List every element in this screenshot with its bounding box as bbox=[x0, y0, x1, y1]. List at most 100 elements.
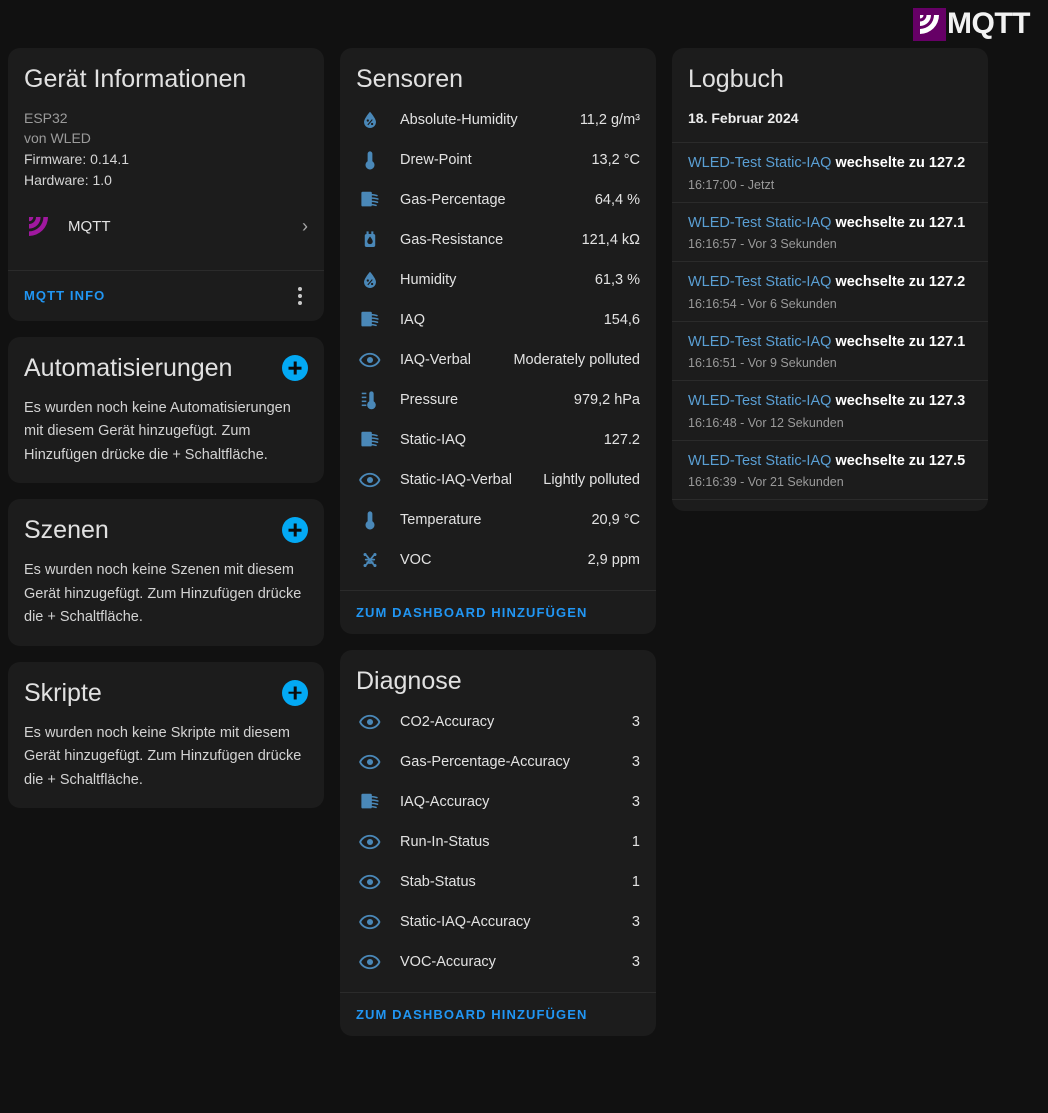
scripts-title: Skripte bbox=[24, 678, 102, 707]
diagnostics-list: CO2-Accuracy 3 Gas-Percentage-Accuracy 3 IAQ… bbox=[340, 698, 656, 992]
logbook-state-change: wechselte zu 127.2 bbox=[835, 155, 966, 171]
entity-value: 3 bbox=[631, 754, 640, 770]
logbook-entry[interactable]: WLED-Test Static-IAQ wechselte zu 127.41… bbox=[672, 499, 988, 511]
logbook-state-change: wechselte zu 127.2 bbox=[835, 274, 966, 291]
logbook-state-change: wechselte zu 127.3 bbox=[835, 393, 966, 410]
logbook-entry[interactable]: WLED-Test Static-IAQ wechselte zu 127.2 1… bbox=[672, 261, 988, 321]
logbook-entity-link[interactable]: WLED-Test Static-IAQ bbox=[688, 214, 832, 231]
device-info-title: Gerät Informationen bbox=[24, 65, 247, 93]
scenes-card: Szenen Es wurden noch keine Szenen mit d… bbox=[8, 499, 324, 646]
logbook-entity-link[interactable]: WLED-Test Static-IAQ bbox=[688, 393, 832, 410]
resistor-icon bbox=[356, 229, 384, 251]
thermometer-icon bbox=[356, 149, 384, 171]
entity-row[interactable]: Gas-Resistance 121,4 kΩ bbox=[356, 220, 640, 260]
entity-row[interactable]: Gas-Percentage 64,4 % bbox=[356, 180, 640, 220]
entity-name: IAQ-Verbal bbox=[400, 352, 471, 368]
integration-row-mqtt[interactable]: MQTT › bbox=[24, 206, 308, 254]
entity-name: Gas-Resistance bbox=[400, 232, 504, 248]
automations-header: Automatisierungen bbox=[24, 353, 308, 383]
entity-value: Lightly polluted bbox=[543, 472, 640, 488]
entity-row[interactable]: Temperature 20,9 °C bbox=[356, 500, 640, 540]
entity-row[interactable]: CO2-Accuracy 3 bbox=[356, 702, 640, 742]
entity-value: 3 bbox=[631, 794, 640, 810]
entity-name: Gas-Percentage bbox=[400, 192, 506, 208]
sensors-add-to-dashboard-link[interactable]: ZUM DASHBOARD HINZUFÜGEN bbox=[356, 605, 588, 620]
device-info-footer: MQTT INFO bbox=[8, 269, 324, 321]
content-columns: Gerät Informationen ESP32 von WLED Firmw… bbox=[0, 48, 1048, 1036]
entity-row[interactable]: VOC-Accuracy 3 bbox=[356, 942, 640, 982]
diagnostics-header: Diagnose bbox=[340, 650, 656, 698]
entity-name: Temperature bbox=[400, 512, 482, 528]
eye-icon bbox=[356, 951, 384, 973]
logbook-timestamp: 16:16:48 - Vor 12 Sekunden bbox=[688, 415, 844, 430]
gas-document-icon bbox=[356, 189, 384, 211]
entity-row[interactable]: Pressure 979,2 hPa bbox=[356, 380, 640, 420]
eye-icon bbox=[356, 711, 384, 733]
entity-row[interactable]: Gas-Percentage-Accuracy 3 bbox=[356, 742, 640, 782]
logbook-entry-text: WLED-Test Static-IAQ wechselte zu 127.1 bbox=[688, 214, 972, 234]
entity-row[interactable]: IAQ-Verbal Moderately polluted bbox=[356, 340, 640, 380]
entity-row[interactable]: Absolute-Humidity 11,2 g/m³ bbox=[356, 100, 640, 140]
eye-icon bbox=[356, 751, 384, 773]
gas-document-icon bbox=[356, 791, 384, 813]
entity-row[interactable]: IAQ 154,6 bbox=[356, 300, 640, 340]
entity-value: 20,9 °C bbox=[591, 512, 640, 528]
entity-name: Static-IAQ-Accuracy bbox=[400, 914, 531, 930]
logbook-entity-link[interactable]: WLED-Test Static-IAQ bbox=[688, 333, 832, 350]
entity-row[interactable]: Static-IAQ-Accuracy 3 bbox=[356, 902, 640, 942]
logbook-entry-text: WLED-Test Static-IAQ wechselte zu 127.3 bbox=[688, 392, 972, 412]
add-script-button[interactable] bbox=[282, 679, 308, 706]
logbook-entry-text: WLED-Test Static-IAQ wechselte zu 127.2 bbox=[688, 273, 972, 293]
logbook-entry[interactable]: WLED-Test Static-IAQ wechselte zu 127.1 1… bbox=[672, 320, 988, 381]
logbook-entity-link[interactable]: WLED-Test Static-IAQ bbox=[688, 155, 832, 171]
entity-value: 3 bbox=[631, 914, 640, 930]
gas-document-icon bbox=[356, 309, 384, 331]
water-percent-icon bbox=[356, 269, 384, 291]
logbook-entity-link[interactable]: WLED-Test Static-IAQ bbox=[688, 452, 832, 469]
entity-row[interactable]: Static-IAQ 127.2 bbox=[356, 420, 640, 460]
logbook-entry[interactable]: WLED-Test Static-IAQ wechselte zu 127.2 1… bbox=[672, 142, 988, 202]
entity-row[interactable]: Run-In-Status 1 bbox=[356, 822, 640, 862]
entity-row[interactable]: VOC 2,9 ppm bbox=[356, 540, 640, 580]
entity-row[interactable]: Stab-Status 1 bbox=[356, 862, 640, 902]
chevron-right-icon: › bbox=[302, 216, 308, 237]
device-manufacturer: von WLED bbox=[24, 130, 91, 147]
scenes-header: Szenen bbox=[24, 515, 308, 545]
entity-value: 11,2 g/m³ bbox=[579, 112, 640, 128]
logbook-entry[interactable]: WLED-Test Static-IAQ wechselte zu 127.1 1… bbox=[672, 201, 988, 262]
eye-icon bbox=[356, 349, 384, 371]
diagnostics-add-to-dashboard-link[interactable]: ZUM DASHBOARD HINZUFÜGEN bbox=[356, 1007, 588, 1022]
entity-value: 154,6 bbox=[603, 312, 640, 328]
mqtt-logo-text: MQTT bbox=[947, 7, 1030, 40]
mqtt-logo: MQTT bbox=[913, 7, 1030, 41]
logbook-header: Logbuch bbox=[672, 48, 988, 96]
entity-value: 121,4 kΩ bbox=[581, 232, 640, 248]
sensors-list: Absolute-Humidity 11,2 g/m³ Drew-Point 13,2… bbox=[340, 96, 656, 590]
entity-row[interactable]: Static-IAQ-Verbal Lightly polluted bbox=[356, 460, 640, 500]
logbook-entity-link[interactable]: WLED-Test Static-IAQ bbox=[688, 274, 832, 291]
entity-name: Gas-Percentage-Accuracy bbox=[400, 754, 571, 770]
entity-row[interactable]: IAQ-Accuracy 3 bbox=[356, 782, 640, 822]
mqtt-info-link[interactable]: MQTT INFO bbox=[24, 288, 106, 304]
overflow-menu-icon[interactable] bbox=[292, 285, 308, 307]
entity-value: 127.2 bbox=[603, 432, 640, 448]
mqtt-icon bbox=[24, 212, 54, 242]
entity-name: Run-In-Status bbox=[400, 834, 490, 850]
eye-icon bbox=[356, 469, 384, 491]
entity-value: 1 bbox=[631, 834, 640, 850]
entity-row[interactable]: Drew-Point 13,2 °C bbox=[356, 140, 640, 180]
logbook-entry-text: WLED-Test Static-IAQ wechselte zu 127.2 bbox=[688, 154, 972, 174]
entity-value: 3 bbox=[631, 714, 640, 730]
device-model: ESP32 bbox=[24, 110, 68, 126]
entity-name: VOC bbox=[400, 552, 432, 568]
logbook-timestamp: 16:16:39 - Vor 21 Sekunden bbox=[688, 475, 844, 490]
logbook-entry[interactable]: WLED-Test Static-IAQ wechselte zu 127.3 1… bbox=[672, 380, 988, 440]
entity-value: Moderately polluted bbox=[513, 352, 640, 368]
add-scene-button[interactable] bbox=[282, 517, 308, 544]
sensors-footer: ZUM DASHBOARD HINZUFÜGEN bbox=[340, 590, 656, 634]
entity-row[interactable]: Humidity 61,3 % bbox=[356, 260, 640, 300]
logbook-entry[interactable]: WLED-Test Static-IAQ wechselte zu 127.5 1… bbox=[672, 439, 988, 500]
logbook-title: Logbuch bbox=[688, 65, 784, 93]
add-automation-button[interactable] bbox=[282, 354, 308, 381]
mqtt-signal-icon bbox=[913, 7, 947, 41]
